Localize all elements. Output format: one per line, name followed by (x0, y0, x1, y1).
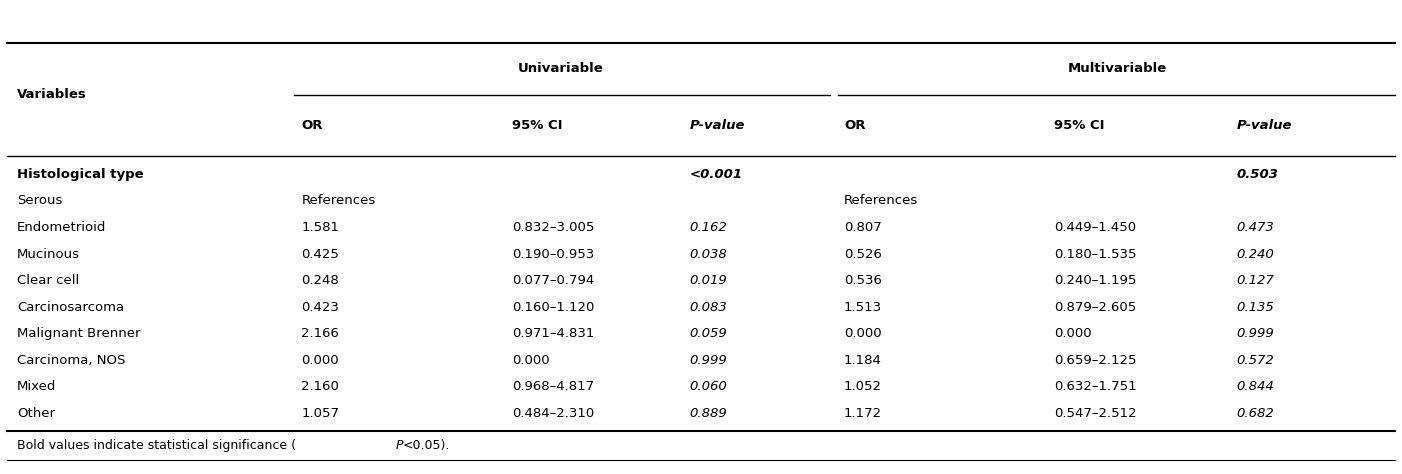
Text: 0.135: 0.135 (1237, 301, 1274, 314)
Text: Variables: Variables (17, 88, 87, 101)
Text: 0.059: 0.059 (690, 327, 728, 340)
Text: Univariable: Univariable (517, 62, 604, 75)
Text: 0.807: 0.807 (844, 221, 882, 234)
Text: 2.166: 2.166 (301, 327, 339, 340)
Text: OR: OR (844, 119, 865, 132)
Text: 0.473: 0.473 (1237, 221, 1274, 234)
Text: 0.484–2.310: 0.484–2.310 (512, 407, 594, 420)
Text: 0.503: 0.503 (1237, 168, 1279, 181)
Text: 95% CI: 95% CI (512, 119, 562, 132)
Text: 0.000: 0.000 (512, 354, 550, 367)
Text: Other: Other (17, 407, 55, 420)
Text: 0.659–2.125: 0.659–2.125 (1054, 354, 1137, 367)
Text: 0.999: 0.999 (1237, 327, 1274, 340)
Text: 0.449–1.450: 0.449–1.450 (1054, 221, 1137, 234)
Text: 0.547–2.512: 0.547–2.512 (1054, 407, 1137, 420)
Text: 2.160: 2.160 (301, 380, 339, 393)
Text: 0.999: 0.999 (690, 354, 728, 367)
Text: 0.000: 0.000 (301, 354, 339, 367)
Text: <0.001: <0.001 (690, 168, 743, 181)
Text: 0.127: 0.127 (1237, 274, 1274, 287)
Text: <0.05).: <0.05). (402, 439, 450, 452)
Text: 0.019: 0.019 (690, 274, 728, 287)
Text: 0.526: 0.526 (844, 247, 882, 261)
Text: 0.083: 0.083 (690, 301, 728, 314)
Text: 0.000: 0.000 (844, 327, 882, 340)
Text: 0.889: 0.889 (690, 407, 728, 420)
Text: 0.180–1.535: 0.180–1.535 (1054, 247, 1137, 261)
Text: 0.038: 0.038 (690, 247, 728, 261)
Text: P-value: P-value (1237, 119, 1293, 132)
Text: References: References (301, 194, 376, 208)
Text: 0.240–1.195: 0.240–1.195 (1054, 274, 1137, 287)
Text: 1.057: 1.057 (301, 407, 339, 420)
Text: 0.425: 0.425 (301, 247, 339, 261)
Text: 0.682: 0.682 (1237, 407, 1274, 420)
Text: 0.832–3.005: 0.832–3.005 (512, 221, 594, 234)
Text: 0.000: 0.000 (1054, 327, 1092, 340)
Text: 0.879–2.605: 0.879–2.605 (1054, 301, 1137, 314)
Text: 0.844: 0.844 (1237, 380, 1274, 393)
Text: Bold values indicate statistical significance (: Bold values indicate statistical signifi… (17, 439, 296, 452)
Text: Malignant Brenner: Malignant Brenner (17, 327, 140, 340)
Text: 0.572: 0.572 (1237, 354, 1274, 367)
Text: 0.162: 0.162 (690, 221, 728, 234)
Text: 1.513: 1.513 (844, 301, 882, 314)
Text: 0.160–1.120: 0.160–1.120 (512, 301, 594, 314)
Text: 0.968–4.817: 0.968–4.817 (512, 380, 594, 393)
Text: Carcinoma, NOS: Carcinoma, NOS (17, 354, 125, 367)
Text: 0.077–0.794: 0.077–0.794 (512, 274, 594, 287)
Text: Mucinous: Mucinous (17, 247, 80, 261)
Text: 95% CI: 95% CI (1054, 119, 1105, 132)
Text: P-value: P-value (690, 119, 746, 132)
Text: 1.052: 1.052 (844, 380, 882, 393)
Text: Multivariable: Multivariable (1068, 62, 1166, 75)
Text: Histological type: Histological type (17, 168, 143, 181)
Text: 0.240: 0.240 (1237, 247, 1274, 261)
Text: Mixed: Mixed (17, 380, 56, 393)
Text: Carcinosarcoma: Carcinosarcoma (17, 301, 123, 314)
Text: 0.536: 0.536 (844, 274, 882, 287)
Text: P: P (395, 439, 404, 452)
Text: 1.184: 1.184 (844, 354, 882, 367)
Text: Endometrioid: Endometrioid (17, 221, 107, 234)
Text: 0.423: 0.423 (301, 301, 339, 314)
Text: 0.060: 0.060 (690, 380, 728, 393)
Text: 1.581: 1.581 (301, 221, 339, 234)
Text: Serous: Serous (17, 194, 62, 208)
Text: 1.172: 1.172 (844, 407, 882, 420)
Text: 0.632–1.751: 0.632–1.751 (1054, 380, 1137, 393)
Text: References: References (844, 194, 918, 208)
Text: 0.971–4.831: 0.971–4.831 (512, 327, 594, 340)
Text: 0.248: 0.248 (301, 274, 339, 287)
Text: 0.190–0.953: 0.190–0.953 (512, 247, 594, 261)
Text: OR: OR (301, 119, 322, 132)
Text: Clear cell: Clear cell (17, 274, 79, 287)
